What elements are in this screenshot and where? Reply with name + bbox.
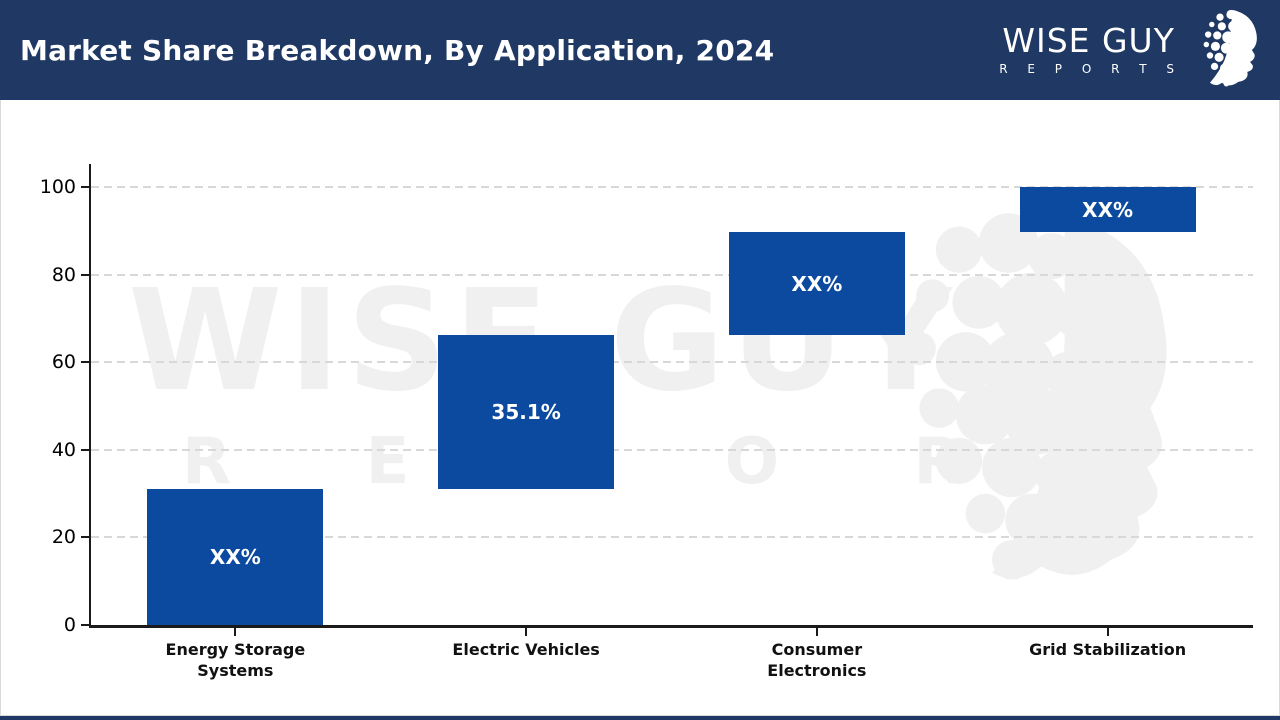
y-tick-label: 20 <box>51 526 76 549</box>
y-gridline <box>91 448 1253 451</box>
bar-consumer-electronics <box>728 232 905 336</box>
x-tick <box>234 628 237 636</box>
y-tick-label: 60 <box>51 351 76 374</box>
bar-value-label: 35.1% <box>491 399 561 424</box>
x-category-label: Energy Storage Systems <box>165 640 306 680</box>
page-border-bottom <box>0 715 1280 716</box>
header-bar: Market Share Breakdown, By Application, … <box>0 0 1280 100</box>
wiseguy-logo-tagline: R E P O R T S <box>999 62 1182 76</box>
footer-accent-bar <box>0 716 1280 720</box>
wiseguy-logo-text: WISE GUY R E P O R T S <box>995 24 1182 76</box>
bar-energy-storage-systems <box>147 488 324 625</box>
y-gridline <box>91 273 1253 276</box>
wiseguy-logo-name: WISE GUY <box>1002 21 1175 60</box>
bar-value-label: XX% <box>791 271 843 296</box>
y-tick-label: 40 <box>51 438 76 461</box>
x-category-label: Grid Stabilization <box>1029 640 1187 659</box>
y-tick <box>81 186 90 188</box>
wiseguy-head-icon <box>1203 9 1257 87</box>
page-title: Market Share Breakdown, By Application, … <box>20 33 775 67</box>
y-tick <box>81 273 90 276</box>
y-tick <box>81 536 90 539</box>
y-tick <box>81 624 90 626</box>
y-tick-label: 100 <box>39 176 76 198</box>
bar-electric-vehicles <box>438 335 615 489</box>
x-axis-spine <box>89 625 1253 628</box>
x-tick <box>1106 628 1109 636</box>
y-tick-label: 0 <box>63 614 76 636</box>
x-category-label: Consumer Electronics <box>767 640 867 680</box>
page-border-left <box>0 100 1 716</box>
y-tick <box>81 361 90 364</box>
y-tick <box>81 448 90 451</box>
y-gridline <box>91 361 1253 364</box>
x-category-label: Electric Vehicles <box>452 640 600 659</box>
y-gridline <box>91 186 1253 188</box>
bar-value-label: XX% <box>1082 197 1134 222</box>
x-tick <box>815 628 818 636</box>
bar-value-label: XX% <box>209 544 261 569</box>
y-tick-label: 80 <box>51 263 76 286</box>
y-gridline <box>91 536 1253 539</box>
wiseguy-logo: WISE GUY R E P O R T S <box>995 9 1280 91</box>
x-tick <box>525 628 528 636</box>
y-axis-spine <box>89 164 91 628</box>
